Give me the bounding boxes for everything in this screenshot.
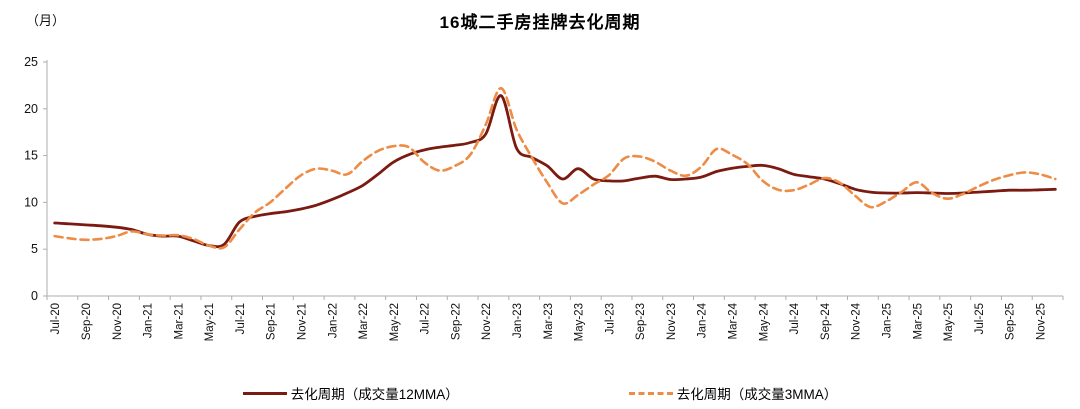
chart-title: 16城二手房挂牌去化周期 [439,13,641,32]
series-line-12mma [53,94,1057,249]
y-axis-tick-label: 20 [24,102,38,116]
series-line-3mma [53,86,1057,250]
x-axis-tick-label: Mar-21 [173,303,185,339]
x-axis-tick-label: Jan-21 [143,303,155,338]
x-axis-tick-label: Jan-24 [697,302,709,338]
x-axis-tick-label: Jan-23 [512,303,524,338]
x-axis-tick-label: Nov-23 [666,303,678,340]
y-axis-tick-label: 15 [24,149,38,163]
x-axis-tick-label: Nov-25 [1035,303,1047,340]
x-axis-tick-label: Jul-20 [50,303,62,334]
x-axis-tick-label: Nov-20 [112,303,124,340]
solid-line-swatch-icon [242,391,287,395]
x-axis-tick-label: Jul-24 [789,302,801,334]
x-axis-tick-label: Sep-25 [1005,303,1017,340]
x-axis-tick-label: Mar-25 [912,303,924,339]
legend-label-3mma: 去化周期（成交量3MMA） [676,387,838,402]
x-axis-tick-label: Sep-20 [81,303,93,340]
x-axis-tick-label: May-24 [758,302,770,341]
x-axis-tick-label: May-23 [574,303,586,341]
x-axis-tick-label: Sep-24 [820,302,832,340]
x-axis-tick-label: Sep-22 [450,303,462,340]
x-axis-tick-label: Jul-25 [974,303,986,334]
dashed-line-swatch-icon [628,391,673,395]
x-axis-tick-label: Nov-22 [481,303,493,340]
legend-item-12mma: 去化周期（成交量12MMA） [242,383,459,403]
y-axis-tick-label: 5 [31,242,38,256]
legend-label-12mma: 去化周期（成交量12MMA） [290,387,459,402]
x-axis-tick-label: Mar-22 [358,303,370,339]
y-axis-tick-label: 10 [24,195,38,209]
x-axis-tick-label: Nov-21 [297,303,309,340]
x-axis-tick-label: Sep-23 [635,303,647,340]
x-axis-tick-label: Jan-22 [327,303,339,338]
x-axis-tick-label: May-22 [389,303,401,341]
x-axis-tick-label: Mar-24 [728,302,740,339]
x-axis-tick-label: May-21 [204,303,216,341]
x-axis-tick-label: Jan-25 [881,303,893,338]
y-axis-tick-label: 0 [31,289,38,303]
x-axis-tick-label: Jul-21 [235,303,247,334]
x-axis-tick-label: Jul-23 [604,303,616,334]
x-axis-tick-label: Nov-24 [851,302,863,340]
x-axis-tick-label: May-25 [943,303,955,341]
y-axis-tick-label: 25 [24,55,38,69]
legend-item-3mma: 去化周期（成交量3MMA） [628,383,838,403]
x-axis-tick-label: Jul-22 [420,303,432,334]
line-chart-plot-area: 0 5 10 15 20 25 Jul-20 Sep-20 Nov-20 Jan-21 Mar-21… [24,55,1064,341]
x-axis-tick-label: Mar-23 [543,303,555,339]
y-axis-unit-label: （月） [26,13,66,28]
x-axis-tick-label: Sep-21 [266,303,278,340]
chart-legend: 去化周期（成交量12MMA） 去化周期（成交量3MMA） [0,383,1080,403]
